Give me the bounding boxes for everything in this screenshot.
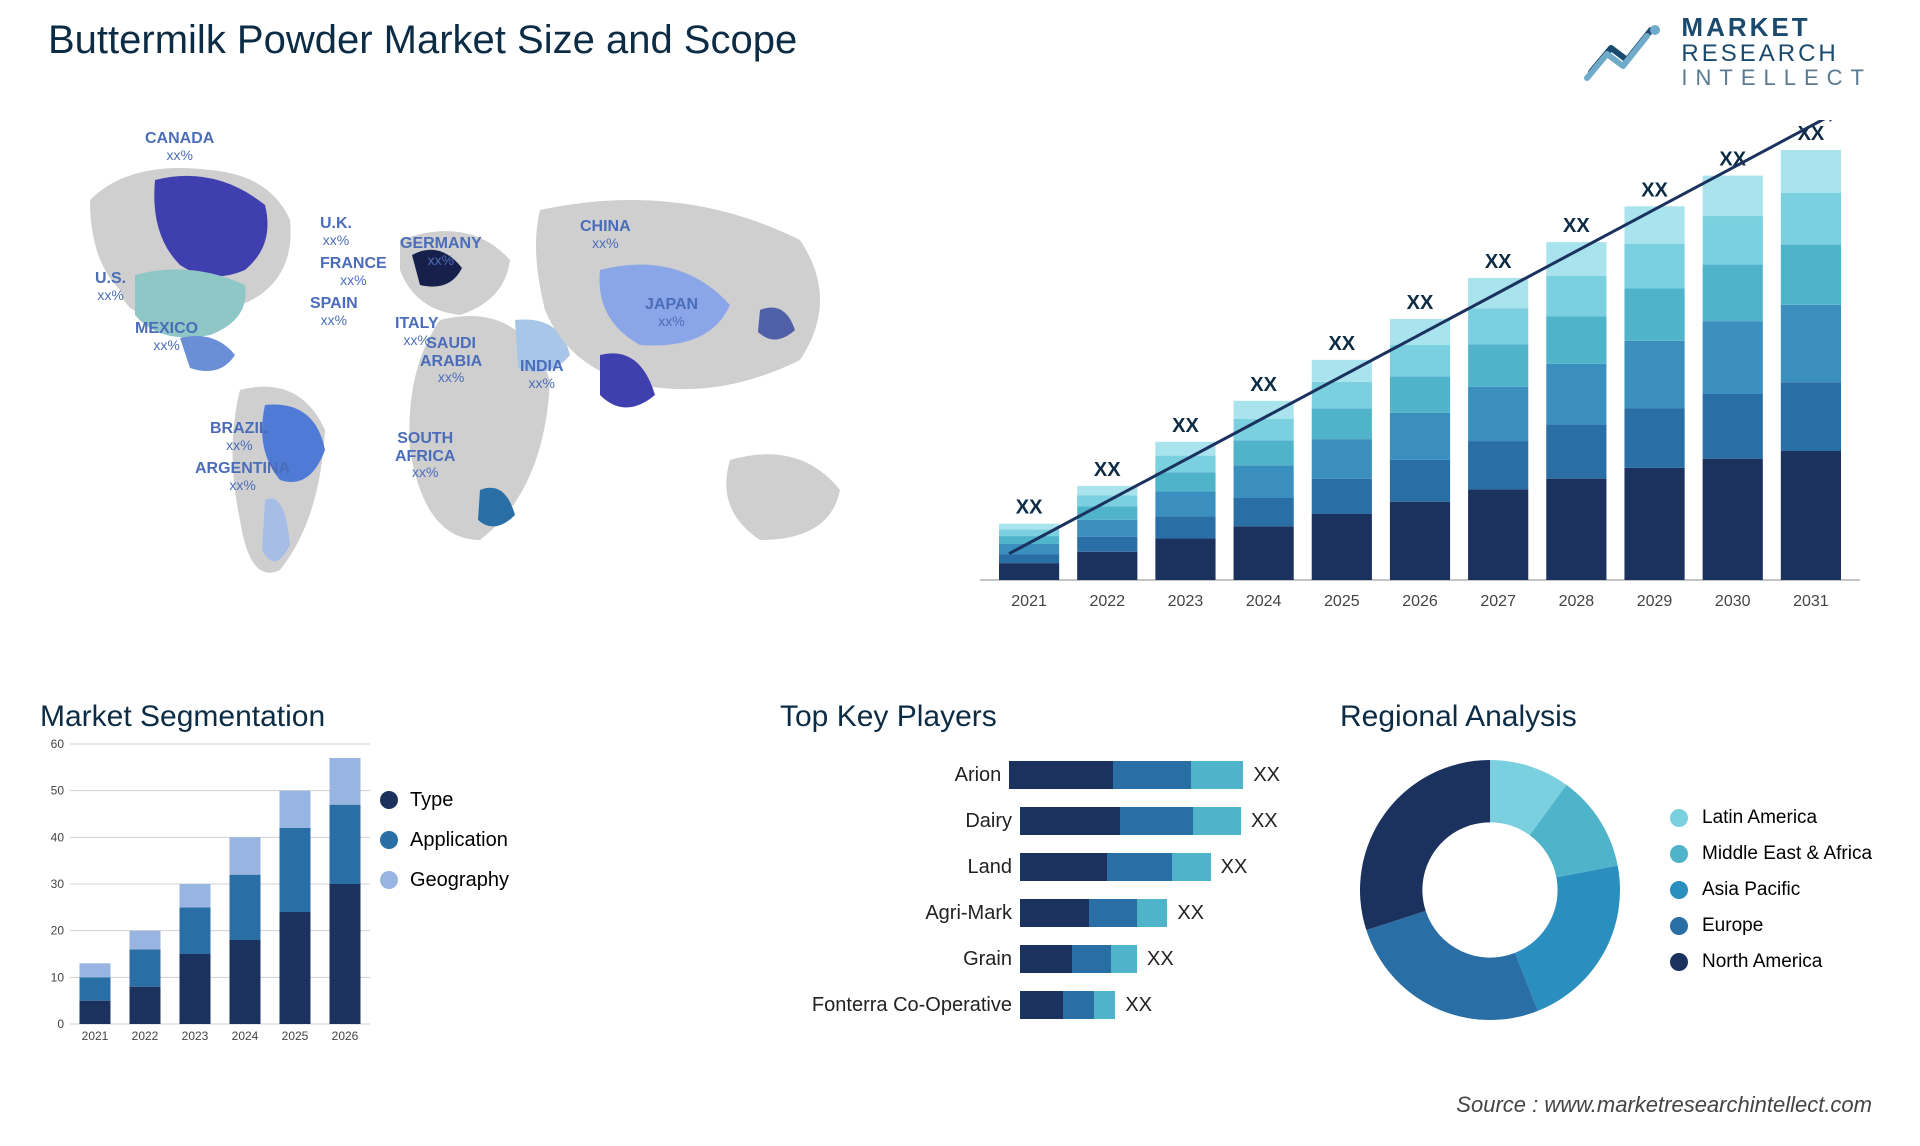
player-row: Fonterra Co-Operative XX xyxy=(780,982,1280,1028)
logo-line1: MARKET xyxy=(1681,14,1872,41)
map-label: BRAZILxx% xyxy=(210,420,269,453)
svg-text:2027: 2027 xyxy=(1480,593,1516,610)
svg-text:XX: XX xyxy=(1563,215,1590,237)
player-row: Dairy XX xyxy=(780,798,1280,844)
svg-text:2028: 2028 xyxy=(1559,593,1595,610)
player-value: XX xyxy=(1177,902,1204,925)
map-label: JAPANxx% xyxy=(645,296,698,329)
legend-item: Type xyxy=(380,780,509,820)
map-label: SPAINxx% xyxy=(310,295,358,328)
player-row: Arion XX xyxy=(780,752,1280,798)
svg-text:XX: XX xyxy=(1328,333,1355,355)
svg-text:2025: 2025 xyxy=(1324,593,1360,610)
map-label: CANADAxx% xyxy=(145,130,214,163)
svg-text:XX: XX xyxy=(1407,292,1434,314)
legend-item: Middle East & Africa xyxy=(1670,836,1872,872)
svg-text:10: 10 xyxy=(51,970,65,984)
legend-item: Europe xyxy=(1670,908,1872,944)
svg-text:XX: XX xyxy=(1016,497,1043,519)
svg-text:50: 50 xyxy=(51,784,65,798)
legend-item: Application xyxy=(380,820,509,860)
logo-line2: RESEARCH xyxy=(1681,41,1872,66)
player-value: XX xyxy=(1251,810,1278,833)
player-row: Agri-Mark XX xyxy=(780,890,1280,936)
svg-text:30: 30 xyxy=(51,877,65,891)
svg-text:2026: 2026 xyxy=(332,1029,359,1043)
svg-text:2021: 2021 xyxy=(1011,593,1047,610)
map-label: GERMANYxx% xyxy=(400,235,482,268)
logo-line3: INTELLECT xyxy=(1681,66,1872,89)
player-label: Fonterra Co-Operative xyxy=(780,994,1020,1017)
world-map: CANADAxx% U.S.xx% MEXICOxx% BRAZILxx% ARGENT… xyxy=(40,120,930,630)
map-label: CHINAxx% xyxy=(580,218,631,251)
player-bar xyxy=(1020,945,1137,973)
map-label: ARGENTINAxx% xyxy=(195,460,290,493)
main-bar-chart: XX 2021 XX 2022 XX 2023 XX 2024 XX 2025 XX 2026 XX 20… xyxy=(980,120,1860,630)
svg-text:XX: XX xyxy=(1172,415,1199,437)
svg-text:2023: 2023 xyxy=(1168,593,1204,610)
legend-item: North America xyxy=(1670,944,1872,980)
svg-text:2022: 2022 xyxy=(132,1029,159,1043)
player-bar xyxy=(1020,991,1115,1019)
svg-text:2024: 2024 xyxy=(232,1029,259,1043)
logo: MARKET RESEARCH INTELLECT xyxy=(1583,14,1872,90)
player-label: Arion xyxy=(780,764,1009,787)
map-label: SAUDIARABIAxx% xyxy=(420,335,482,386)
svg-text:XX: XX xyxy=(1094,459,1121,481)
player-label: Dairy xyxy=(780,810,1020,833)
logo-mark-icon xyxy=(1583,20,1669,84)
player-row: Grain XX xyxy=(780,936,1280,982)
svg-text:2026: 2026 xyxy=(1402,593,1438,610)
legend-item: Latin America xyxy=(1670,800,1872,836)
player-bar xyxy=(1020,853,1211,881)
players-title: Top Key Players xyxy=(780,700,1280,734)
map-label: FRANCExx% xyxy=(320,255,387,288)
segmentation-legend: TypeApplicationGeography xyxy=(380,780,509,900)
map-label: U.S.xx% xyxy=(95,270,126,303)
player-label: Land xyxy=(780,856,1020,879)
svg-text:XX: XX xyxy=(1250,374,1277,396)
player-label: Agri-Mark xyxy=(780,902,1020,925)
svg-text:0: 0 xyxy=(57,1017,64,1031)
svg-text:XX: XX xyxy=(1485,251,1512,273)
player-bar xyxy=(1020,807,1241,835)
player-bar xyxy=(1009,761,1243,789)
svg-text:60: 60 xyxy=(51,737,65,751)
segmentation-title: Market Segmentation xyxy=(40,700,560,734)
svg-text:XX: XX xyxy=(1641,179,1668,201)
regional-legend: Latin AmericaMiddle East & AfricaAsia Pa… xyxy=(1670,800,1872,980)
map-label: INDIAxx% xyxy=(520,358,564,391)
player-value: XX xyxy=(1147,948,1174,971)
map-label: SOUTHAFRICAxx% xyxy=(395,430,455,481)
map-label: U.K.xx% xyxy=(320,215,352,248)
player-value: XX xyxy=(1253,764,1280,787)
source-line: Source : www.marketresearchintellect.com xyxy=(1456,1092,1872,1118)
regional-title: Regional Analysis xyxy=(1340,700,1880,734)
page-title: Buttermilk Powder Market Size and Scope xyxy=(48,18,797,63)
svg-text:2025: 2025 xyxy=(282,1029,309,1043)
legend-item: Asia Pacific xyxy=(1670,872,1872,908)
player-value: XX xyxy=(1125,994,1152,1017)
regional-analysis: Regional Analysis Latin AmericaMiddle Ea… xyxy=(1340,700,1880,1040)
svg-text:20: 20 xyxy=(51,924,65,938)
legend-item: Geography xyxy=(380,860,509,900)
regional-donut xyxy=(1340,740,1640,1040)
svg-text:2024: 2024 xyxy=(1246,593,1282,610)
svg-text:2022: 2022 xyxy=(1089,593,1125,610)
player-row: Land XX xyxy=(780,844,1280,890)
svg-text:2030: 2030 xyxy=(1715,593,1751,610)
top-key-players: Top Key Players ArionXXDairyXXLandXXAgri… xyxy=(780,700,1280,1028)
map-label: MEXICOxx% xyxy=(135,320,198,353)
svg-text:40: 40 xyxy=(51,830,65,844)
player-bar xyxy=(1020,899,1167,927)
player-value: XX xyxy=(1221,856,1248,879)
player-label: Grain xyxy=(780,948,1020,971)
svg-text:2031: 2031 xyxy=(1793,593,1829,610)
svg-text:2021: 2021 xyxy=(82,1029,109,1043)
country-australia xyxy=(726,454,840,540)
svg-text:2023: 2023 xyxy=(182,1029,209,1043)
svg-text:2029: 2029 xyxy=(1637,593,1673,610)
